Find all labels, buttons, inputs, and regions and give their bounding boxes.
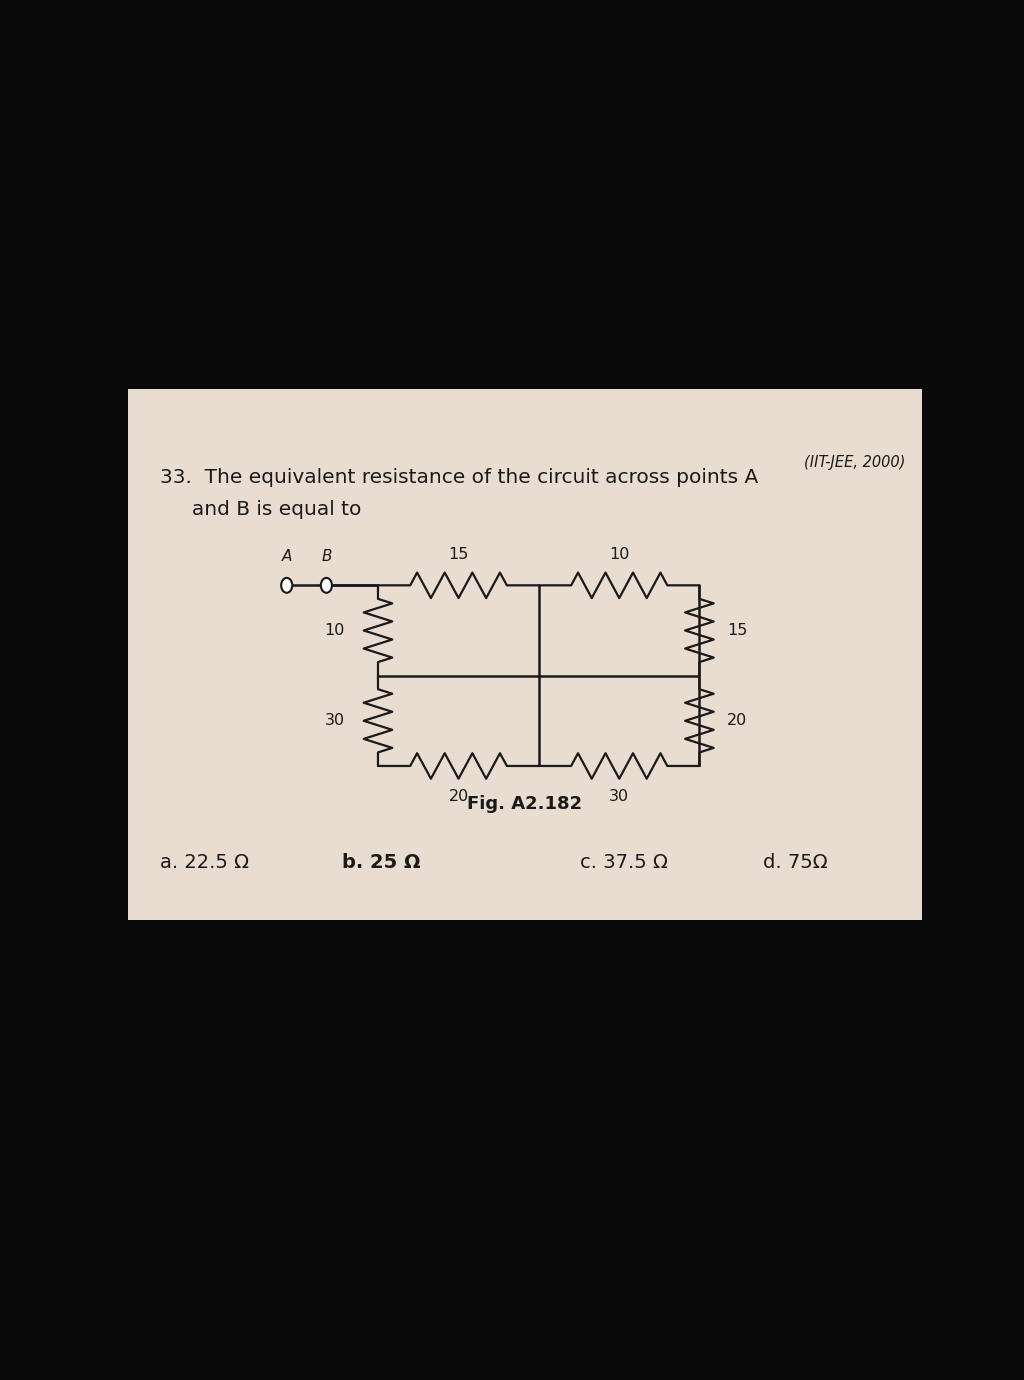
- Circle shape: [282, 578, 292, 593]
- Text: a. 22.5 Ω: a. 22.5 Ω: [160, 853, 249, 872]
- Text: 20: 20: [727, 713, 748, 729]
- Text: 15: 15: [727, 622, 748, 638]
- Text: 20: 20: [449, 789, 469, 805]
- Text: B: B: [322, 549, 332, 564]
- Text: 30: 30: [325, 713, 345, 729]
- Text: c. 37.5 Ω: c. 37.5 Ω: [581, 853, 669, 872]
- Text: 30: 30: [609, 789, 630, 805]
- FancyBboxPatch shape: [128, 389, 922, 920]
- Text: A: A: [282, 549, 292, 564]
- Text: 10: 10: [609, 546, 630, 562]
- Text: and B is equal to: and B is equal to: [160, 501, 361, 519]
- Text: 10: 10: [325, 622, 345, 638]
- Text: 33.  The equivalent resistance of the circuit across points A: 33. The equivalent resistance of the cir…: [160, 468, 758, 487]
- Text: Fig. A2.182: Fig. A2.182: [467, 795, 583, 813]
- Text: b. 25 Ω: b. 25 Ω: [342, 853, 421, 872]
- Text: d. 75Ω: d. 75Ω: [763, 853, 827, 872]
- Text: 15: 15: [449, 546, 469, 562]
- Text: (IIT-JEE, 2000): (IIT-JEE, 2000): [805, 454, 905, 469]
- Circle shape: [321, 578, 332, 593]
